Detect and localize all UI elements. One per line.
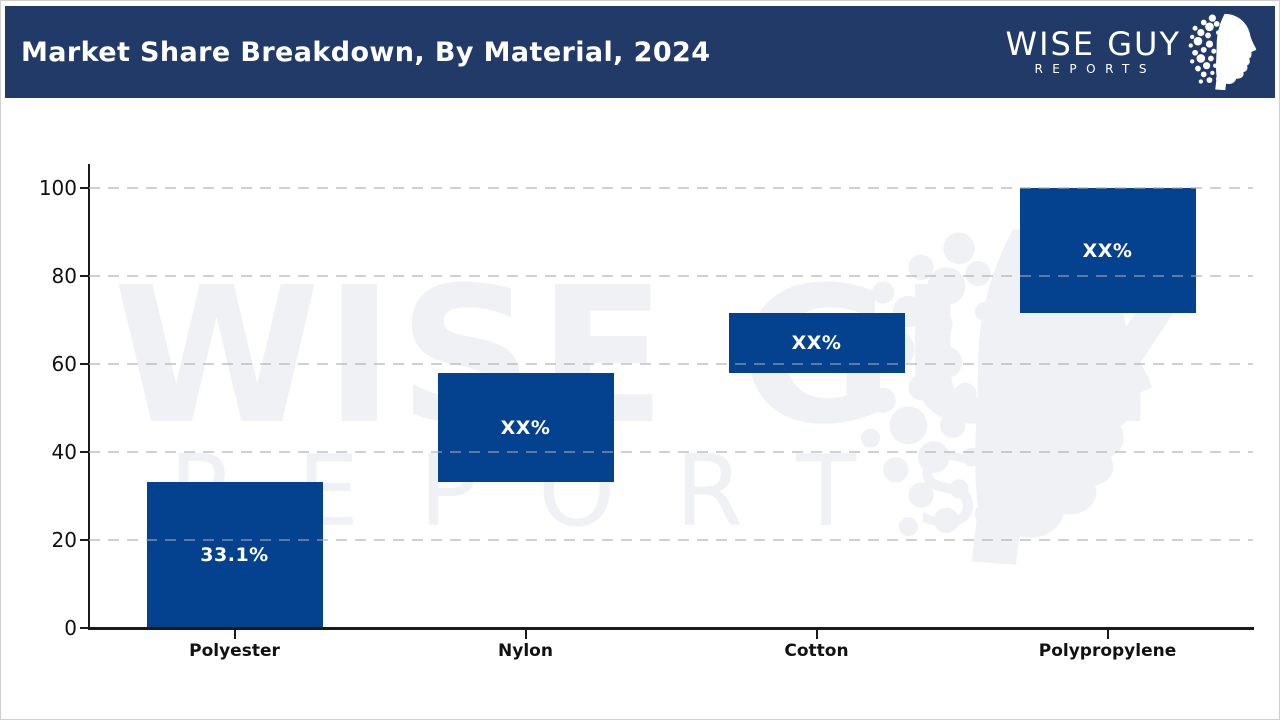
y-tick-label-20: 20	[51, 528, 77, 552]
x-category-label: Cotton	[784, 641, 849, 661]
brand-subtitle: REPORTS	[1034, 62, 1156, 77]
brand-logo: WISE GUY REPORTS	[1005, 10, 1257, 94]
brand-head-icon	[1188, 13, 1257, 91]
y-tick-label-60: 60	[51, 352, 77, 376]
gridline-80	[89, 275, 1253, 277]
bar-polypropylene: XX%	[1019, 188, 1196, 314]
y-tick-80	[80, 275, 88, 277]
gridline-100	[89, 187, 1253, 189]
x-category-label: Polyester	[189, 641, 280, 661]
x-tick-0	[233, 630, 236, 639]
y-tick-20	[80, 539, 88, 541]
y-tick-label-80: 80	[51, 264, 77, 288]
y-tick-40	[80, 451, 88, 453]
page-title: Market Share Breakdown, By Material, 202…	[21, 36, 711, 68]
y-axis-line	[88, 164, 90, 629]
brand-logo-text: WISE GUY REPORTS	[1005, 24, 1181, 77]
gridline-20	[89, 539, 1253, 541]
y-tick-label-40: 40	[51, 440, 77, 464]
bar-polyester: 33.1%	[146, 482, 323, 628]
bar-value-label: XX%	[1082, 239, 1133, 262]
brand-name: WISE GUY	[1005, 24, 1181, 63]
y-tick-label-100: 100	[38, 176, 77, 200]
bar-value-label: 33.1%	[200, 544, 269, 567]
x-tick-1	[524, 630, 527, 639]
x-category-label: Nylon	[498, 641, 553, 661]
gridline-60	[89, 363, 1253, 365]
x-axis-line	[88, 627, 1254, 630]
y-tick-60	[80, 363, 88, 365]
header-bar: Market Share Breakdown, By Material, 202…	[5, 6, 1275, 98]
x-category-label: Polypropylene	[1038, 641, 1177, 661]
bar-value-label: XX%	[500, 416, 551, 439]
bar-cotton: XX%	[728, 313, 905, 373]
bar-nylon: XX%	[437, 372, 614, 483]
gridline-40	[89, 451, 1253, 453]
y-tick-100	[80, 187, 88, 189]
bar-value-label: XX%	[791, 332, 842, 355]
y-tick-0	[80, 627, 88, 629]
x-tick-3	[1106, 630, 1109, 639]
x-tick-2	[815, 630, 818, 639]
y-tick-label-0: 0	[64, 616, 77, 640]
